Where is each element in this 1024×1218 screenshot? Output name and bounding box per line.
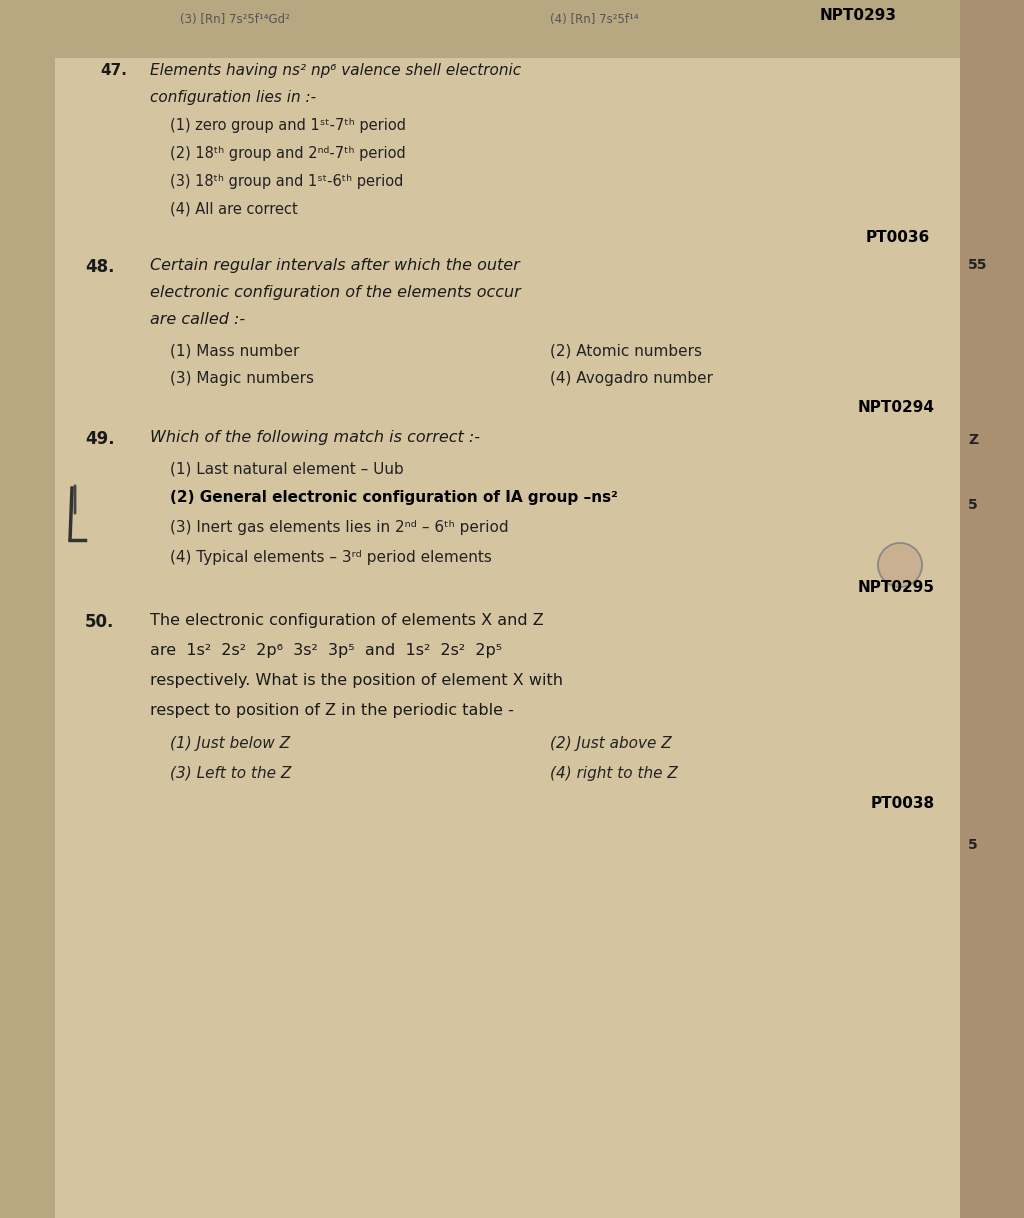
FancyBboxPatch shape <box>961 0 1024 1218</box>
Text: 49.: 49. <box>85 430 115 448</box>
Text: Elements having ns² np⁶ valence shell electronic: Elements having ns² np⁶ valence shell el… <box>150 63 521 78</box>
Text: (3) Inert gas elements lies in 2ⁿᵈ – 6ᵗʰ period: (3) Inert gas elements lies in 2ⁿᵈ – 6ᵗʰ… <box>170 520 509 535</box>
Text: are  1s²  2s²  2p⁶  3s²  3p⁵  and  1s²  2s²  2p⁵: are 1s² 2s² 2p⁶ 3s² 3p⁵ and 1s² 2s² 2p⁵ <box>150 643 502 658</box>
Text: PT0036: PT0036 <box>865 230 930 245</box>
Text: (3) Left to the Z: (3) Left to the Z <box>170 766 292 781</box>
Text: (3) 18ᵗʰ group and 1ˢᵗ-6ᵗʰ period: (3) 18ᵗʰ group and 1ˢᵗ-6ᵗʰ period <box>170 174 403 189</box>
Text: Z: Z <box>968 434 978 447</box>
Text: (2) Atomic numbers: (2) Atomic numbers <box>550 343 702 358</box>
Text: 5: 5 <box>968 838 978 853</box>
Text: (4) Avogadro number: (4) Avogadro number <box>550 371 713 386</box>
Text: (4) Typical elements – 3ʳᵈ period elements: (4) Typical elements – 3ʳᵈ period elemen… <box>170 551 492 565</box>
Text: respect to position of Z in the periodic table -: respect to position of Z in the periodic… <box>150 703 514 717</box>
Text: The electronic configuration of elements X and Z: The electronic configuration of elements… <box>150 613 544 628</box>
Text: 5: 5 <box>968 498 978 512</box>
Text: NPT0293: NPT0293 <box>820 9 897 23</box>
FancyBboxPatch shape <box>50 0 1000 58</box>
Text: (1) zero group and 1ˢᵗ-7ᵗʰ period: (1) zero group and 1ˢᵗ-7ᵗʰ period <box>170 118 406 133</box>
Text: (3) Magic numbers: (3) Magic numbers <box>170 371 314 386</box>
Text: NPT0295: NPT0295 <box>858 580 935 596</box>
Text: (2) Just above Z: (2) Just above Z <box>550 736 672 752</box>
FancyBboxPatch shape <box>50 0 1000 1218</box>
Text: NPT0294: NPT0294 <box>858 400 935 415</box>
Text: (1) Just below Z: (1) Just below Z <box>170 736 290 752</box>
Text: (3) [Rn] 7s²5f¹⁴Gd²: (3) [Rn] 7s²5f¹⁴Gd² <box>180 13 290 26</box>
Text: Which of the following match is correct :-: Which of the following match is correct … <box>150 430 480 445</box>
FancyBboxPatch shape <box>0 0 55 1218</box>
Text: 48.: 48. <box>85 258 115 276</box>
Text: (4) All are correct: (4) All are correct <box>170 201 298 216</box>
Text: (1) Mass number: (1) Mass number <box>170 343 299 358</box>
Text: (1) Last natural element – Uub: (1) Last natural element – Uub <box>170 460 403 476</box>
Text: 55: 55 <box>968 258 987 272</box>
Text: Certain regular intervals after which the outer: Certain regular intervals after which th… <box>150 258 520 273</box>
Text: PT0038: PT0038 <box>870 797 935 811</box>
Circle shape <box>878 543 922 587</box>
FancyBboxPatch shape <box>55 818 961 1218</box>
Text: (2) General electronic configuration of IA group –ns²: (2) General electronic configuration of … <box>170 490 617 505</box>
Text: (2) 18ᵗʰ group and 2ⁿᵈ-7ᵗʰ period: (2) 18ᵗʰ group and 2ⁿᵈ-7ᵗʰ period <box>170 146 406 161</box>
Text: respectively. What is the position of element X with: respectively. What is the position of el… <box>150 674 563 688</box>
Text: configuration lies in :-: configuration lies in :- <box>150 90 316 105</box>
Text: (4) [Rn] 7s²5f¹⁴: (4) [Rn] 7s²5f¹⁴ <box>550 13 639 26</box>
Text: electronic configuration of the elements occur: electronic configuration of the elements… <box>150 285 521 300</box>
Text: are called :-: are called :- <box>150 312 245 326</box>
Text: (4) right to the Z: (4) right to the Z <box>550 766 678 781</box>
Text: 50.: 50. <box>85 613 115 631</box>
Text: 47.: 47. <box>100 63 127 78</box>
